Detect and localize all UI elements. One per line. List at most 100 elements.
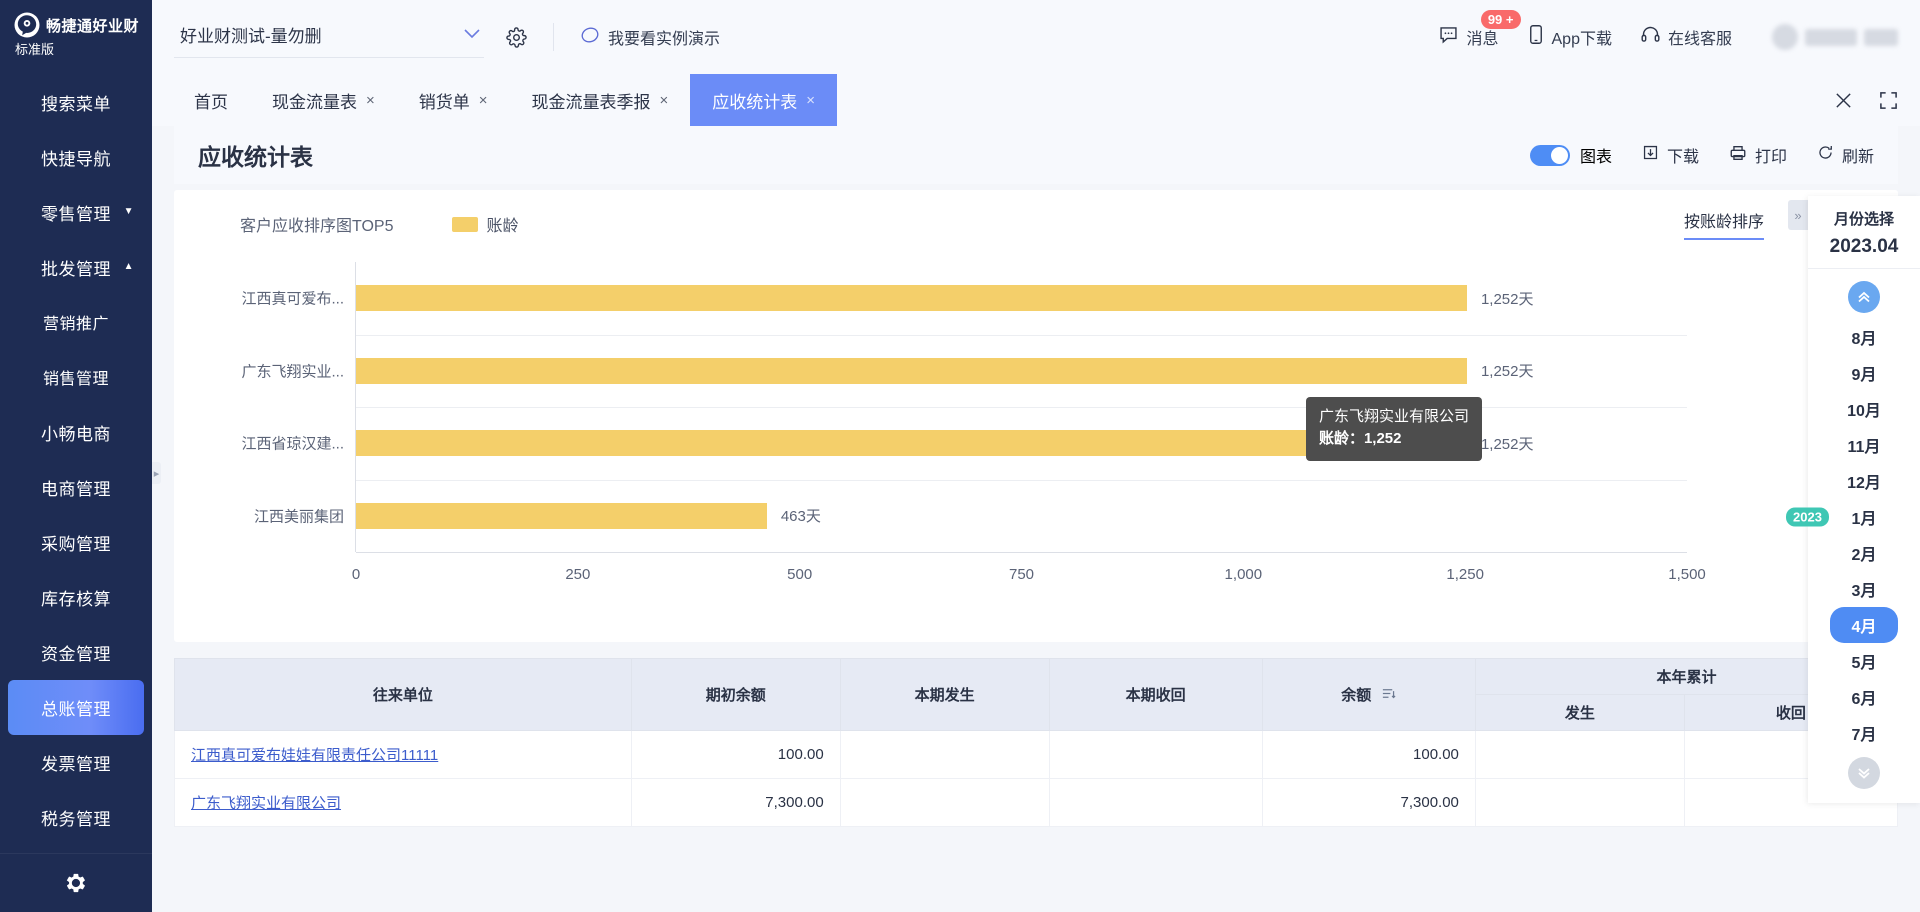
close-icon[interactable]: × (478, 91, 488, 109)
col-opening[interactable]: 期初余额 (630, 658, 841, 731)
bar-row[interactable]: 463天 (356, 502, 1687, 529)
unit-link[interactable]: 江西真可爱布娃娃有限责任公司11111 (191, 747, 439, 764)
bar-value-label: 1,252天 (1480, 290, 1534, 308)
x-tick-label: 250 (565, 566, 591, 583)
axis-line (356, 552, 1687, 553)
close-icon[interactable]: × (806, 91, 816, 109)
cell-current-incurred (839, 730, 1050, 779)
online-service-button[interactable]: 在线客服 (1640, 24, 1732, 50)
grid-line (356, 407, 1687, 408)
org-selector[interactable]: 好业财测试-量勿删 (174, 16, 484, 58)
sidebar-item-ecommerce[interactable]: 电商管理 (0, 460, 152, 515)
unit-link[interactable]: 广东飞翔实业有限公司 (191, 795, 342, 812)
bar[interactable] (356, 285, 1467, 312)
col-current-incurred[interactable]: 本期发生 (839, 658, 1050, 731)
tab-cashflow[interactable]: 现金流量表 × (250, 74, 397, 126)
x-tick-label: 0 (351, 566, 361, 583)
settings-gear-icon[interactable] (506, 26, 527, 48)
month-option[interactable]: 2月 (1851, 547, 1877, 564)
cell-current-incurred (839, 778, 1050, 827)
month-option[interactable]: 1月 2023 (1786, 499, 1898, 535)
sidebar-item-label: 税务管理 (41, 809, 111, 829)
chart-caption: 客户应收排序图TOP5 (240, 218, 394, 235)
brand-sub: 标准版 (15, 42, 55, 58)
month-option[interactable]: 12月 (1847, 475, 1881, 492)
cell-year-incurred (1474, 730, 1685, 779)
cell-balance: 7,300.00 (1261, 778, 1476, 827)
sidebar-item-purchase[interactable]: 采购管理 (0, 515, 152, 570)
tab-label: 首页 (194, 92, 228, 112)
col-balance-label: 余额 (1341, 686, 1372, 704)
sidebar-item-quicknav[interactable]: 快捷导航 (0, 130, 152, 185)
close-all-tabs-icon[interactable] (1834, 91, 1853, 110)
table-row[interactable]: 广东飞翔实业有限公司 7,300.00 7,300.00 (174, 778, 1899, 827)
month-option[interactable]: 10月 (1847, 403, 1881, 420)
sort-by-age-button[interactable]: 按账龄排序 (1683, 208, 1764, 240)
month-option[interactable]: 3月 (1851, 583, 1877, 600)
month-option[interactable]: 7月 (1851, 727, 1877, 744)
sidebar-item-tax[interactable]: 税务管理 (0, 790, 152, 845)
month-option[interactable]: 4月 (1830, 607, 1898, 643)
col-current-recovered[interactable]: 本期收回 (1048, 658, 1263, 731)
app-download-label: App下载 (1551, 31, 1612, 48)
download-button[interactable]: 下载 (1642, 143, 1699, 167)
tab-sales-order[interactable]: 销货单 × (397, 74, 510, 126)
toggle-switch[interactable] (1529, 144, 1570, 166)
sidebar-collapse-handle[interactable]: ▸ (152, 462, 161, 484)
avatar[interactable] (1772, 24, 1898, 50)
sidebar-item-marketing[interactable]: 营销推广 (0, 295, 152, 350)
tab-receivable-stats[interactable]: 应收统计表 × (690, 74, 838, 126)
tab-cashflow-quarterly[interactable]: 现金流量表季报 × (510, 74, 691, 126)
tab-label: 现金流量表季报 (531, 92, 651, 112)
refresh-button[interactable]: 刷新 (1817, 143, 1874, 167)
month-option[interactable]: 6月 (1851, 691, 1877, 708)
sidebar-item-wholesale[interactable]: 批发管理 ▲ (0, 240, 152, 295)
sidebar-item-search[interactable]: 搜索菜单 (0, 75, 152, 130)
month-option[interactable]: 9月 (1851, 367, 1877, 384)
demo-link[interactable]: 我要看实例演示 (580, 25, 720, 50)
sort-icon[interactable] (1381, 686, 1396, 705)
sidebar-item-inventory[interactable]: 库存核算 (0, 570, 152, 625)
app-download-button[interactable]: App下载 (1527, 24, 1612, 50)
tab-home[interactable]: 首页 (172, 74, 250, 126)
year-flag: 2023 (1786, 507, 1829, 527)
bar[interactable] (356, 502, 767, 529)
close-icon[interactable]: × (659, 91, 669, 109)
col-balance[interactable]: 余额 (1261, 658, 1476, 731)
bar-row[interactable]: 1,252天 (356, 430, 1687, 457)
scroll-down-icon[interactable] (1848, 757, 1880, 789)
chart-legend[interactable]: 账龄 (451, 212, 519, 236)
month-option[interactable]: 11月 (1847, 439, 1881, 456)
col-year-incurred[interactable]: 发生 (1474, 694, 1685, 731)
sidebar-item-label: 资金管理 (41, 644, 111, 664)
col-unit[interactable]: 往来单位 (174, 658, 632, 731)
bar-row[interactable]: 1,252天 (356, 285, 1687, 312)
table-row[interactable]: 江西真可爱布娃娃有限责任公司11111 100.00 100.00 (174, 730, 1899, 779)
tooltip-title: 广东飞翔实业有限公司 (1318, 407, 1469, 425)
messages-button[interactable]: 消息 99 + (1438, 10, 1521, 50)
sidebar-item-assets[interactable]: 客商资产 (0, 845, 152, 854)
scroll-up-icon[interactable] (1848, 281, 1880, 313)
fullscreen-icon[interactable] (1879, 91, 1898, 110)
divider (553, 23, 554, 51)
sidebar-item-xcec[interactable]: 小畅电商 (0, 405, 152, 460)
bar-row[interactable]: 1,252天 (356, 357, 1687, 384)
x-axis: 0 250 500 750 1,000 1,250 1,500 (352, 566, 1706, 586)
grid-line (356, 479, 1687, 481)
gear-icon[interactable] (65, 872, 87, 894)
bar[interactable] (356, 357, 1467, 384)
chart-toggle[interactable]: 图表 (1529, 143, 1612, 167)
sidebar-item-invoice[interactable]: 发票管理 (0, 735, 152, 790)
month-option[interactable]: 8月 (1851, 331, 1877, 348)
month-panel-title: 月份选择 (1833, 211, 1894, 228)
month-option[interactable]: 5月 (1851, 655, 1877, 672)
sidebar-item-funds[interactable]: 资金管理 (0, 625, 152, 680)
sidebar-item-ledger[interactable]: 总账管理 (8, 679, 144, 735)
month-panel-toggle[interactable]: » (1788, 200, 1808, 230)
printer-icon (1729, 144, 1747, 167)
sidebar-item-sales[interactable]: 销售管理 (0, 350, 152, 405)
bar[interactable] (356, 430, 1467, 457)
print-button[interactable]: 打印 (1729, 143, 1787, 167)
close-icon[interactable]: × (366, 91, 375, 109)
sidebar-item-retail[interactable]: 零售管理 ▼ (0, 185, 152, 240)
